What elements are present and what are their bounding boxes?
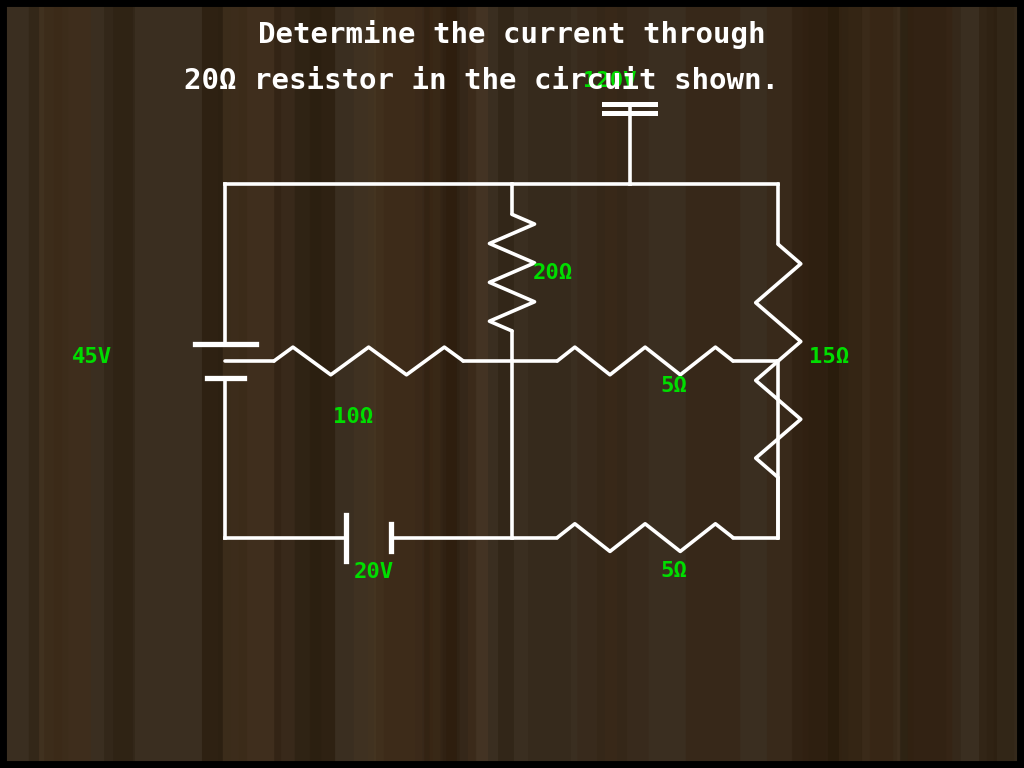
Text: 20V: 20V: [353, 562, 394, 582]
Text: 120V: 120V: [583, 71, 636, 91]
Text: 20Ω: 20Ω: [532, 263, 572, 283]
Text: 10Ω: 10Ω: [333, 407, 374, 427]
Text: 20Ω resistor in the circuit shown.: 20Ω resistor in the circuit shown.: [183, 67, 779, 94]
Text: 5Ω: 5Ω: [660, 561, 687, 581]
Text: 15Ω: 15Ω: [809, 347, 849, 367]
Text: 5Ω: 5Ω: [660, 376, 687, 396]
Text: 45V: 45V: [72, 347, 113, 367]
Text: Determine the current through: Determine the current through: [258, 20, 766, 49]
